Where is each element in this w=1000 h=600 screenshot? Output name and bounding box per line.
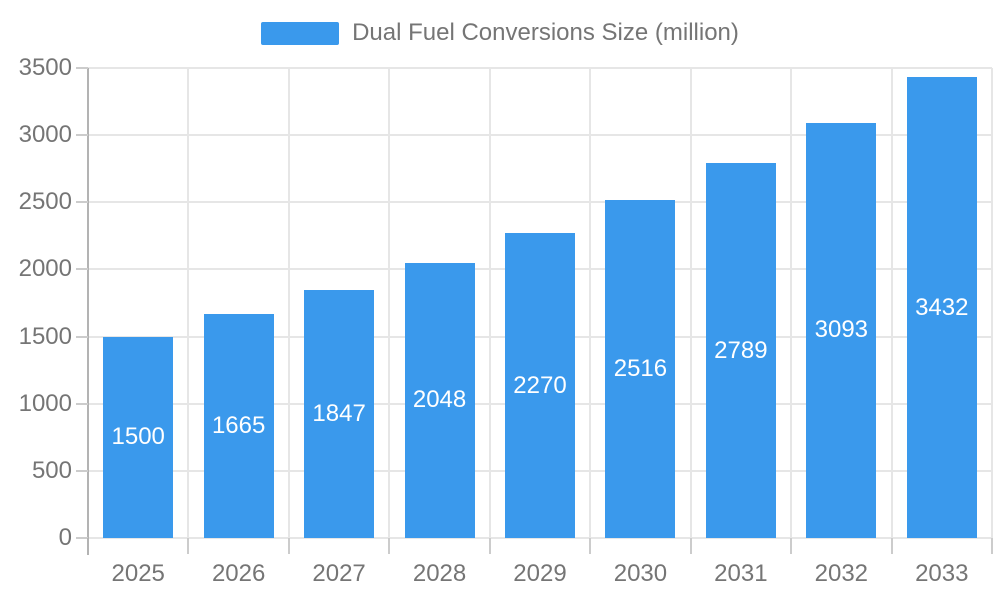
y-axis-label: 3500	[18, 54, 72, 81]
gridline-vertical	[689, 68, 692, 538]
bar-2027: 1847	[304, 289, 375, 538]
x-axis-tick	[790, 538, 793, 554]
y-axis-label: 0	[58, 524, 72, 551]
bar-2031: 2789	[705, 163, 776, 538]
y-axis-tick	[76, 134, 88, 137]
x-axis-tick	[287, 538, 290, 554]
y-axis-label: 1500	[18, 322, 72, 350]
bar-2032: 3093	[806, 122, 877, 538]
gridline-vertical	[790, 68, 793, 538]
y-axis-tick	[76, 335, 88, 338]
x-axis-tick	[991, 538, 993, 554]
y-axis-label: 2000	[18, 255, 72, 283]
bar-value-label: 2048	[412, 386, 467, 414]
bar-value-label: 2789	[714, 336, 768, 364]
y-axis-label: 2500	[18, 188, 72, 216]
y-axis-tick	[76, 201, 88, 204]
bar-value-label: 1847	[312, 399, 366, 427]
x-axis-tick	[689, 538, 692, 554]
bar-value-label: 3093	[814, 316, 869, 344]
y-axis-label: 500	[31, 456, 72, 484]
x-axis-tick	[187, 538, 190, 554]
bar-2029: 2270	[505, 233, 575, 538]
bar-2030: 2516	[605, 200, 676, 538]
gridline-horizontal	[88, 134, 992, 137]
y-axis-label: 1000	[18, 389, 72, 417]
x-axis-tick	[488, 538, 491, 554]
y-axis-line	[87, 68, 89, 555]
bar-value-label: 1500	[111, 423, 165, 451]
x-axis-label: 2025	[111, 560, 165, 587]
gridline-vertical	[187, 68, 190, 538]
legend-swatch	[261, 21, 340, 45]
y-axis-label: 3000	[18, 121, 72, 149]
x-axis-tick	[388, 538, 391, 554]
bar-value-label: 2516	[613, 355, 668, 383]
x-axis-label: 2026	[211, 560, 266, 587]
x-axis-tick	[589, 538, 592, 554]
gridline-horizontal	[88, 201, 992, 204]
y-axis-tick	[76, 268, 88, 271]
x-axis-tick	[890, 538, 893, 554]
x-axis-label: 2032	[814, 560, 869, 587]
bar-2026: 1665	[203, 314, 274, 538]
gridline-vertical	[287, 68, 290, 538]
gridline-vertical	[991, 68, 993, 538]
bar-value-label: 2270	[513, 371, 567, 399]
bar-2025: 1500	[103, 336, 174, 538]
gridline-horizontal	[88, 537, 992, 539]
gridline-vertical	[890, 68, 893, 538]
x-axis-tick	[87, 538, 89, 554]
gridline-vertical	[589, 68, 592, 538]
x-axis-label: 2030	[613, 560, 668, 587]
x-axis-label: 2027	[312, 560, 366, 587]
x-axis-label: 2033	[915, 560, 969, 587]
bar-value-label: 1665	[211, 412, 266, 440]
x-axis-label: 2028	[412, 560, 467, 587]
x-axis-label: 2031	[714, 560, 768, 587]
legend-label: Dual Fuel Conversions Size (million)	[352, 19, 739, 46]
y-axis-tick	[76, 469, 88, 472]
plot-area: 1500 1665 1847 2048 2270 2516 2789 3093 3432	[88, 67, 993, 539]
x-axis-label: 2029	[513, 560, 567, 587]
bar-2033: 3432	[906, 77, 977, 538]
y-axis-tick	[76, 67, 88, 69]
bar-value-label: 3432	[915, 293, 969, 321]
gridline-horizontal	[88, 67, 992, 69]
gridline-vertical	[388, 68, 391, 538]
y-axis-tick	[76, 402, 88, 405]
y-axis-tick	[76, 537, 88, 539]
bar-2028: 2048	[404, 262, 475, 538]
gridline-vertical	[488, 68, 491, 538]
legend[interactable]: Dual Fuel Conversions Size (million)	[0, 19, 1000, 46]
